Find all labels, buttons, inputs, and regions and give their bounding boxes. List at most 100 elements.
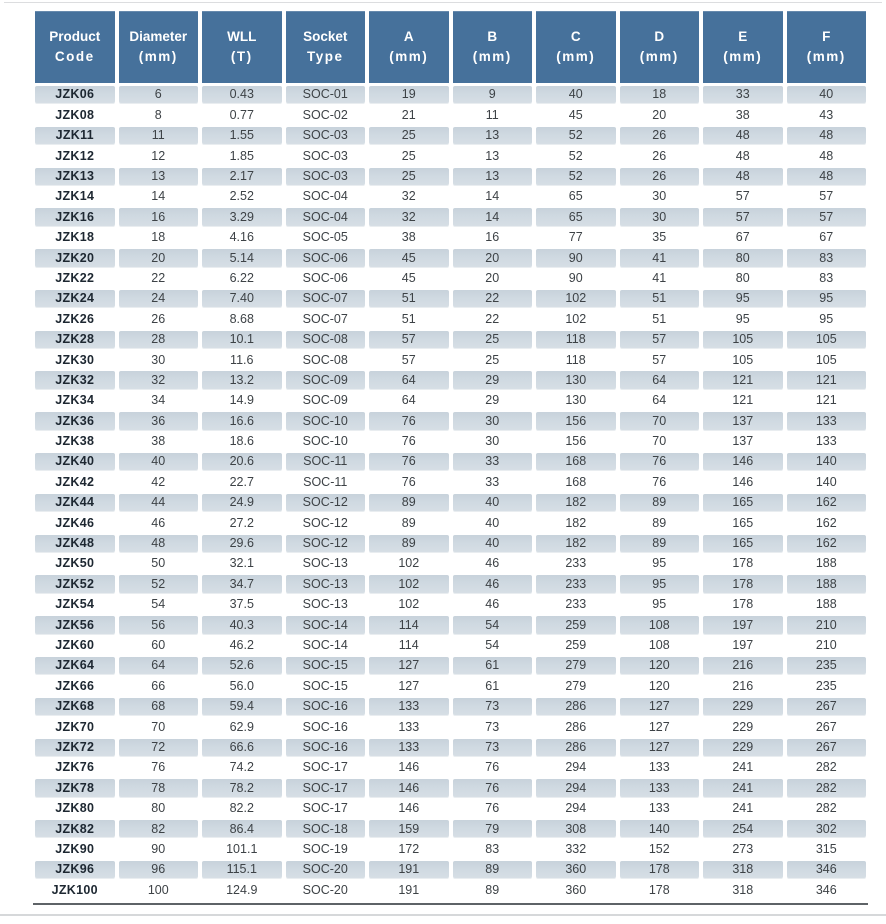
cell-e: 57 [735,189,750,204]
cell-diameter: 96 [118,860,198,879]
table-row: JZK22 22 6.22 SOC-06 45 20 90 41 80 83 [35,270,866,287]
cell-product_code: JZK60 [55,637,95,652]
cell-diameter: 64 [118,656,198,675]
cell-d: 120 [648,678,670,693]
cell-wll: 8.68 [229,311,254,326]
cell-wll: 62.9 [229,719,254,734]
cell-socket_type: SOC-17 [302,760,348,775]
column-header-f: F (mm) [786,11,866,83]
cell-a: 114 [398,637,419,652]
cell-a: 76 [369,453,449,471]
cell-wll: 24.9 [202,493,282,512]
cell-product_code: JZK44 [35,493,115,512]
cell-f: 57 [786,208,866,226]
column-header-unit: (T) [230,49,253,64]
cell-a: 133 [369,697,449,716]
cell-wll: 3.29 [202,208,282,226]
cell-d: 51 [619,289,699,308]
cell-a: 146 [398,801,420,816]
cell-socket_type: SOC-17 [302,801,348,816]
cell-socket_type: SOC-03 [285,167,365,185]
cell-e: 33 [703,86,783,104]
cell-product_code: JZK82 [35,820,115,838]
column-header-unit: (mm) [389,49,429,64]
cell-product_code: JZK78 [35,779,115,797]
table-row: JZK20 20 5.14 SOC-06 45 20 90 41 80 83 [35,249,866,267]
cell-product_code: JZK36 [35,412,115,430]
cell-product_code: JZK06 [35,86,115,104]
cell-socket_type: SOC-16 [302,719,348,734]
cell-wll: 115.1 [202,860,282,879]
table-row: JZK96 96 115.1 SOC-20 191 89 360 178 318 346 [35,860,866,879]
cell-e: 121 [732,393,754,408]
cell-a: 57 [369,330,449,349]
cell-socket_type: SOC-07 [302,311,348,326]
cell-c: 90 [568,270,583,285]
cell-e: 121 [703,371,783,389]
column-header-unit: Code [54,49,95,64]
cell-e: 178 [732,556,754,571]
cell-c: 77 [568,230,583,245]
cell-e: 67 [735,230,750,245]
cell-socket_type: SOC-06 [302,270,348,285]
cell-diameter: 66 [151,678,166,693]
cell-wll: 29.6 [202,534,282,552]
cell-a: 191 [398,882,420,897]
cell-socket_type: SOC-15 [285,656,365,675]
cell-socket_type: SOC-13 [302,597,348,612]
cell-c: 360 [536,860,616,879]
cell-product_code: JZK56 [35,616,115,634]
cell-f: 346 [786,860,866,879]
cell-f: 162 [815,515,837,530]
cell-d: 41 [619,249,699,267]
cell-d: 127 [648,719,670,734]
cell-socket_type: SOC-20 [302,882,348,897]
cell-a: 64 [369,371,449,389]
cell-diameter: 68 [118,697,198,716]
cell-e: 95 [735,311,750,326]
cell-product_code: JZK64 [35,656,115,675]
cell-f: 162 [786,534,866,552]
cell-b: 33 [452,453,532,471]
table-row: JZK48 48 29.6 SOC-12 89 40 182 89 165 162 [35,534,866,552]
cell-f: 43 [819,107,834,122]
cell-socket_type: SOC-08 [285,330,365,349]
cell-product_code: JZK16 [35,208,115,226]
cell-e: 165 [703,534,783,552]
cell-socket_type: SOC-13 [285,575,365,593]
cell-c: 45 [568,107,583,122]
cell-f: 140 [815,474,837,489]
cell-a: 21 [401,107,416,122]
bottom-divider [0,914,886,916]
cell-socket_type: SOC-11 [303,474,348,489]
column-header-label: D [654,29,665,45]
cell-e: 146 [732,474,754,489]
cell-a: 45 [401,270,416,285]
cell-wll: 0.77 [229,107,254,122]
cell-wll: 101.1 [226,841,258,856]
cell-wll: 2.52 [229,189,254,204]
cell-diameter: 13 [118,167,198,185]
cell-product_code: JZK68 [35,697,115,716]
cell-c: 279 [536,656,616,675]
cell-wll: 37.5 [229,597,254,612]
cell-product_code: JZK50 [55,556,95,571]
column-header-unit: Type [306,49,344,64]
cell-f: 121 [786,371,866,389]
cell-product_code: JZK54 [55,597,95,612]
cell-d: 35 [652,230,667,245]
cell-product_code: JZK26 [55,311,95,326]
cell-d: 76 [652,474,667,489]
cell-c: 259 [565,637,587,652]
cell-f: 315 [815,841,837,856]
cell-product_code: JZK48 [35,534,115,552]
cell-d: 57 [619,330,699,349]
cell-f: 162 [786,493,866,512]
cell-a: 102 [398,556,420,571]
cell-d: 89 [619,493,699,512]
cell-a: 146 [369,779,449,797]
cell-e: 57 [703,208,783,226]
cell-d: 30 [619,208,699,226]
cell-d: 95 [652,556,667,571]
cell-b: 20 [485,270,500,285]
